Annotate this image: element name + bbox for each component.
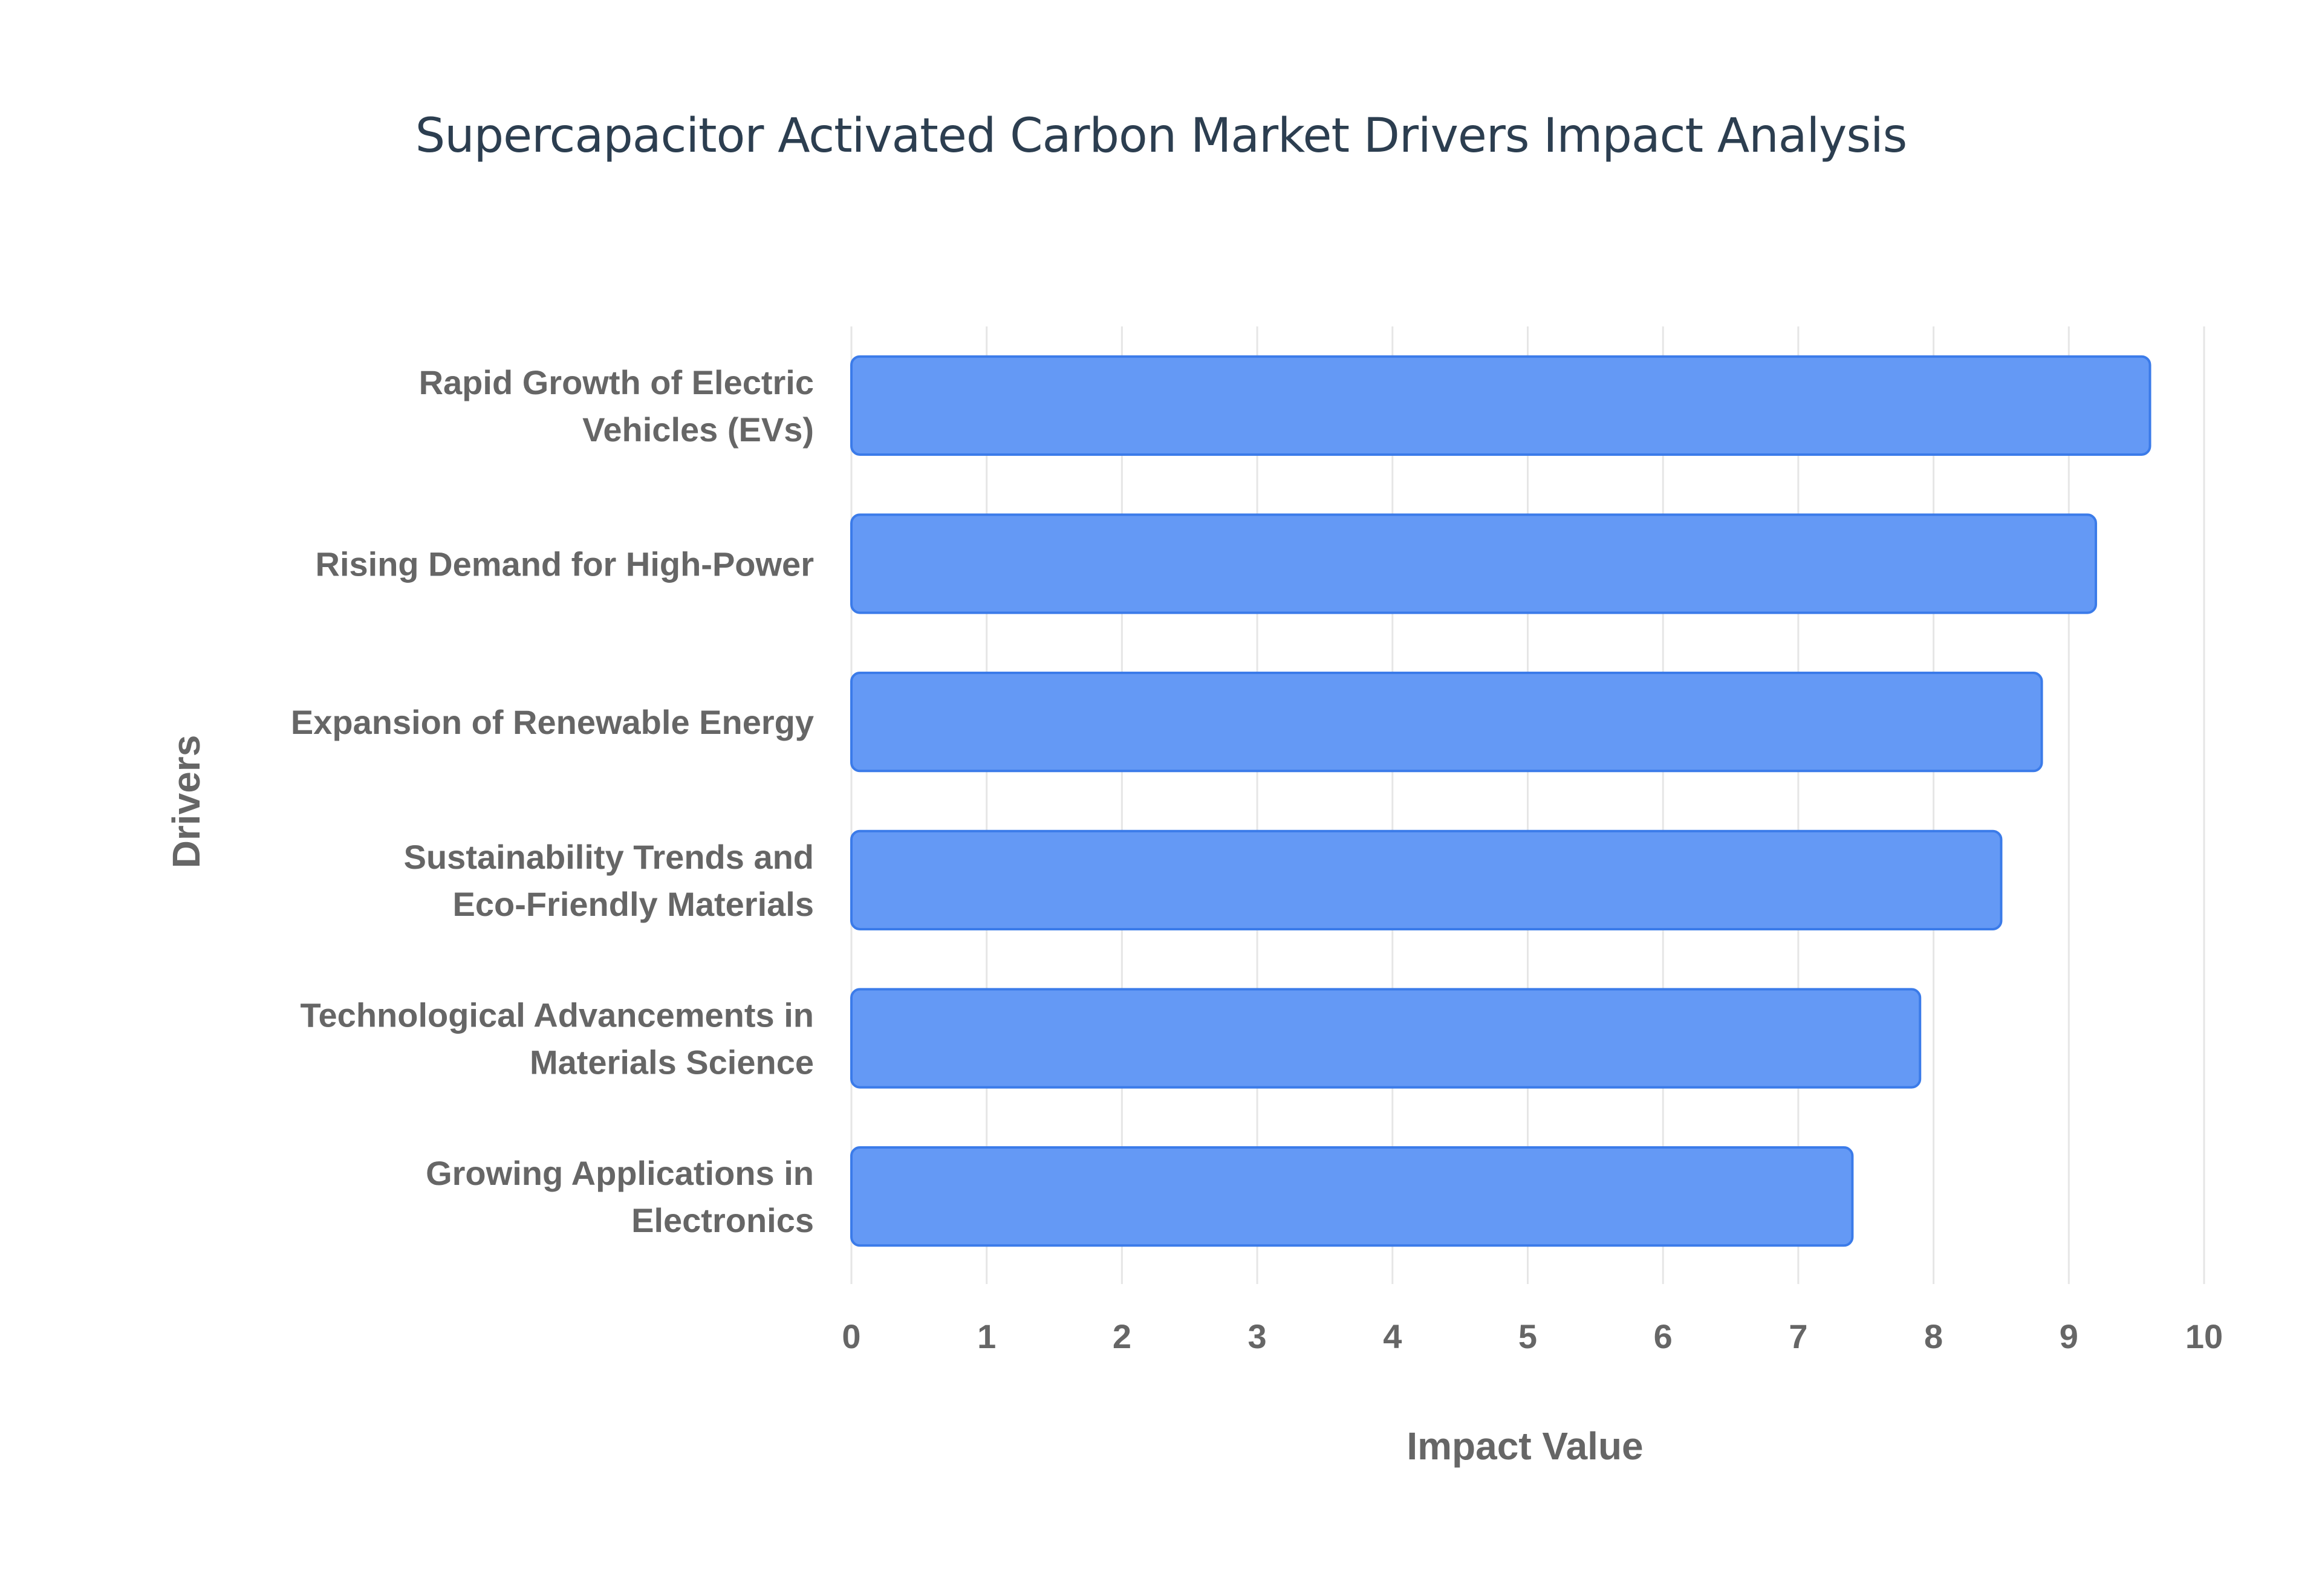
grid-lines	[850, 326, 2205, 1284]
bar	[850, 513, 2098, 614]
bar	[850, 672, 2043, 773]
y-category-label: Vehicles (EVs)	[582, 410, 814, 449]
y-category-label: Technological Advancements in	[300, 996, 814, 1034]
y-category-label: Expansion of Renewable Energy	[291, 703, 814, 741]
x-tick-label: 0	[842, 1317, 860, 1355]
chart-title: Supercapacitor Activated Carbon Market D…	[415, 109, 1908, 163]
y-axis-title: Drivers	[164, 735, 208, 869]
y-category-label: Sustainability Trends and	[404, 838, 814, 876]
y-axis-labels: Rapid Growth of Electric Vehicles (EVs) Ri…	[291, 363, 814, 1239]
y-category-label: Eco-Friendly Materials	[452, 885, 814, 923]
bars	[850, 355, 2151, 1247]
y-category-label: Growing Applications in	[426, 1154, 814, 1192]
y-category-label: Rising Demand for High-Power	[316, 545, 815, 583]
x-tick-label: 3	[1248, 1317, 1267, 1355]
y-category-label: Rapid Growth of Electric	[419, 363, 814, 401]
x-tick-label: 4	[1383, 1317, 1402, 1355]
x-tick-label: 8	[1924, 1317, 1943, 1355]
x-tick-label: 7	[1789, 1317, 1807, 1355]
x-axis-ticks: 0 1 2 3 4 5 6 7 8 9 10	[842, 1317, 2223, 1355]
x-tick-label: 6	[1654, 1317, 1673, 1355]
x-tick-label: 9	[2060, 1317, 2078, 1355]
y-category-label: Electronics	[631, 1201, 814, 1239]
bar	[850, 1146, 1854, 1247]
x-tick-label: 5	[1518, 1317, 1537, 1355]
bar	[850, 355, 2151, 456]
x-axis-title: Impact Value	[1407, 1424, 1643, 1468]
y-category-label: Materials Science	[530, 1043, 814, 1082]
bar	[850, 829, 2003, 930]
bar	[850, 988, 1922, 1089]
x-tick-label: 1	[977, 1317, 996, 1355]
x-tick-label: 2	[1113, 1317, 1131, 1355]
x-tick-label: 10	[2185, 1317, 2223, 1355]
